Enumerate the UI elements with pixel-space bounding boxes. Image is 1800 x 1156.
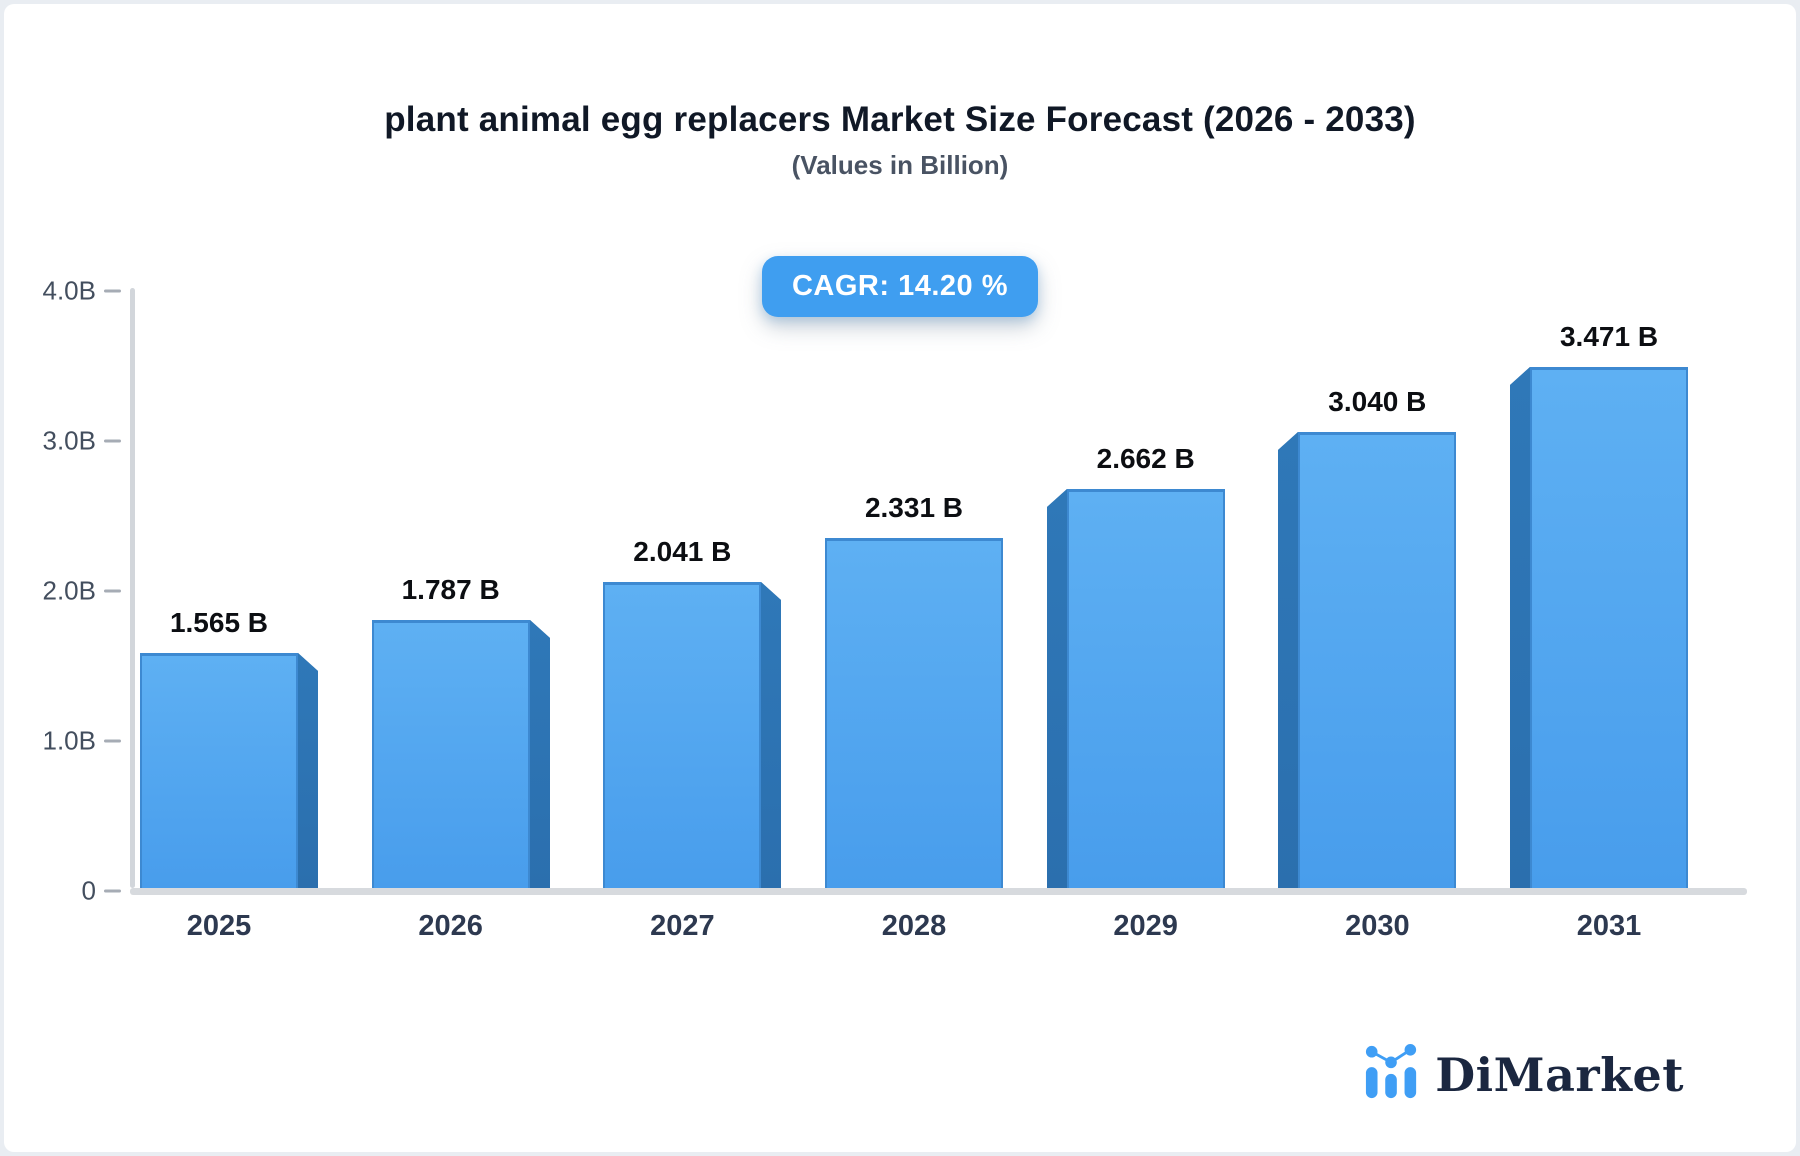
bar-value-label: 3.040 B	[1328, 386, 1427, 417]
x-axis-label: 2031	[1576, 910, 1642, 942]
y-tick-label: 4.0B	[42, 275, 97, 306]
chart-subtitle: (Values in Billion)	[791, 150, 1009, 180]
bar-value-label: 2.662 B	[1096, 443, 1195, 474]
bar-2027[interactable]	[603, 582, 761, 888]
bar-3d-side-2029	[1047, 489, 1067, 888]
x-axis-label: 2026	[418, 910, 483, 942]
x-axis-label: 2028	[881, 910, 947, 942]
bar-value-label: 1.565 B	[169, 607, 269, 638]
x-axis-label: 2030	[1345, 910, 1410, 942]
y-tick-mark	[104, 889, 121, 893]
y-axis-line	[130, 288, 135, 888]
chart-card: plant animal egg replacers Market Size F…	[4, 4, 1796, 1152]
y-tick-mark	[104, 739, 121, 743]
bar-chart: 4.0B 3.0B 2.0B 1.0B 0 1.565 B 2025 1.787 B 2026…	[4, 4, 1796, 1152]
bar-2028[interactable]	[825, 538, 1003, 888]
bar-3d-side-2030	[1278, 432, 1298, 888]
bar-3d-side-2031	[1510, 367, 1530, 888]
bar-3d-side-2025	[298, 653, 318, 888]
bar-2026[interactable]	[372, 620, 530, 888]
y-tick-mark	[104, 289, 121, 293]
y-tick-label: 3.0B	[42, 425, 97, 456]
bar-2030[interactable]	[1298, 432, 1456, 888]
bar-value-label: 1.787 B	[401, 574, 500, 605]
y-tick-label: 1.0B	[42, 725, 97, 756]
x-axis-label: 2025	[186, 910, 252, 942]
y-tick-mark	[104, 439, 121, 443]
bar-2025[interactable]	[140, 653, 298, 888]
cagr-badge: CAGR: 14.20 %	[761, 256, 1039, 317]
bar-value-label: 2.331 B	[864, 492, 964, 523]
y-tick-label: 2.0B	[42, 575, 97, 606]
y-tick-label: 0	[81, 875, 96, 906]
bar-value-label: 2.041 B	[633, 536, 732, 567]
logo-text: DiMarket	[1435, 1047, 1684, 1102]
bar-value-label: 3.471 B	[1559, 321, 1659, 352]
bar-2031[interactable]	[1530, 367, 1688, 888]
bar-2029[interactable]	[1067, 489, 1225, 888]
bar-3d-side-2027	[761, 582, 781, 888]
chart-title: plant animal egg replacers Market Size F…	[384, 100, 1416, 139]
dimarket-logo[interactable]: DiMarket	[1363, 1044, 1684, 1105]
x-axis-label: 2029	[1113, 910, 1178, 942]
y-tick-mark	[104, 589, 121, 593]
bar-3d-side-2026	[530, 620, 550, 888]
x-axis-label: 2027	[650, 910, 715, 942]
x-axis-baseline	[130, 888, 1747, 895]
bar-chart-icon	[1363, 1044, 1421, 1105]
